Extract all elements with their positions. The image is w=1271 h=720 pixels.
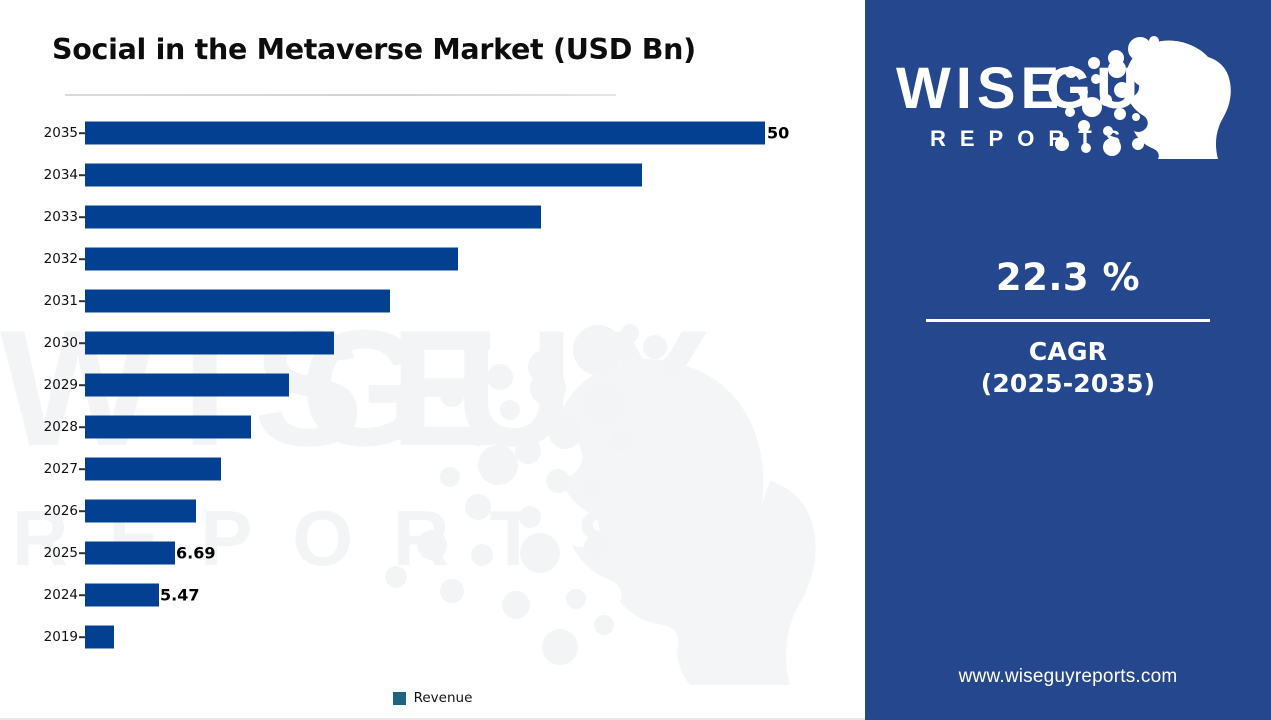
axis-tick [79, 300, 85, 302]
bar-row[interactable]: 2025 6.69 [0, 532, 865, 574]
bar-row[interactable]: 2034 [0, 154, 865, 196]
bar-category-label: 2028 [43, 419, 78, 435]
axis-tick [79, 132, 85, 134]
cagr-value: 22.3 % [995, 256, 1141, 299]
axis-tick [79, 216, 85, 218]
axis-tick [79, 636, 85, 638]
bar-row[interactable]: 2019 [0, 616, 865, 658]
bar-row[interactable]: 2029 [0, 364, 865, 406]
bar-category-label: 2031 [43, 293, 78, 309]
bar-category-label: 2033 [43, 209, 78, 225]
bar-2019[interactable] [85, 625, 114, 649]
bar-category-label: 2025 [43, 545, 78, 561]
axis-tick [79, 426, 85, 428]
website-url[interactable]: www.wiseguyreports.com [958, 666, 1178, 687]
bar-2031[interactable] [85, 289, 390, 313]
svg-text:WISE: WISE [896, 56, 1064, 121]
bar-row[interactable]: 2028 [0, 406, 865, 448]
bar-2032[interactable] [85, 247, 458, 271]
axis-tick [79, 594, 85, 596]
bar-category-label: 2035 [43, 125, 78, 141]
legend-label-revenue: Revenue [413, 690, 473, 706]
bar-2029[interactable] [85, 373, 289, 397]
chart-legend[interactable]: Revenue [0, 690, 865, 706]
bar-category-label: 2034 [43, 167, 78, 183]
axis-tick [79, 468, 85, 470]
bar-chart-plot-area: 2035 50 2034 2033 [0, 112, 865, 668]
wiseguy-logo: WISE GUY REPORTS [865, 36, 1271, 164]
bar-row[interactable]: 2030 [0, 322, 865, 364]
bar-2026[interactable] [85, 499, 196, 523]
title-divider [65, 94, 616, 96]
bar-row[interactable]: 2024 5.47 [0, 574, 865, 616]
bar-category-label: 2027 [43, 461, 78, 477]
bar-row[interactable]: 2032 [0, 238, 865, 280]
axis-tick [79, 384, 85, 386]
bar-2028[interactable] [85, 415, 251, 439]
bar-2025[interactable] [85, 541, 175, 565]
axis-tick [79, 342, 85, 344]
bar-2035[interactable] [85, 121, 765, 145]
cagr-divider [926, 318, 1210, 322]
bar-category-label: 2024 [43, 587, 78, 603]
bar-row[interactable]: 2033 [0, 196, 865, 238]
bar-value-label: 6.69 [176, 543, 216, 563]
chart-panel: WISE GUY REPORTS [0, 33, 865, 720]
axis-tick [79, 258, 85, 260]
bar-2024[interactable] [85, 583, 159, 607]
bar-value-label: 5.47 [160, 585, 200, 605]
bar-row[interactable]: 2035 50 [0, 112, 865, 154]
bar-row[interactable]: 2027 [0, 448, 865, 490]
cagr-period: (2025-2035) [980, 368, 1156, 398]
bar-category-label: 2032 [43, 251, 78, 267]
bar-row[interactable]: 2026 [0, 490, 865, 532]
bar-category-label: 2019 [43, 629, 78, 645]
bar-category-label: 2029 [43, 377, 78, 393]
bar-2033[interactable] [85, 205, 541, 229]
chart-title: Social in the Metaverse Market (USD Bn) [52, 33, 696, 66]
axis-tick [79, 552, 85, 554]
bar-category-label: 2026 [43, 503, 78, 519]
bar-row[interactable]: 2031 [0, 280, 865, 322]
brand-side-panel: WISE GUY REPORTS [865, 0, 1271, 720]
axis-tick [79, 510, 85, 512]
bar-category-label: 2030 [43, 335, 78, 351]
bar-2030[interactable] [85, 331, 334, 355]
bar-2034[interactable] [85, 163, 642, 187]
bar-2027[interactable] [85, 457, 221, 481]
cagr-label: CAGR [1028, 336, 1108, 366]
axis-tick [79, 174, 85, 176]
legend-swatch-revenue [392, 691, 406, 705]
bar-value-label: 50 [767, 123, 790, 143]
cagr-block: 22.3 % CAGR (2025-2035) [865, 256, 1271, 400]
